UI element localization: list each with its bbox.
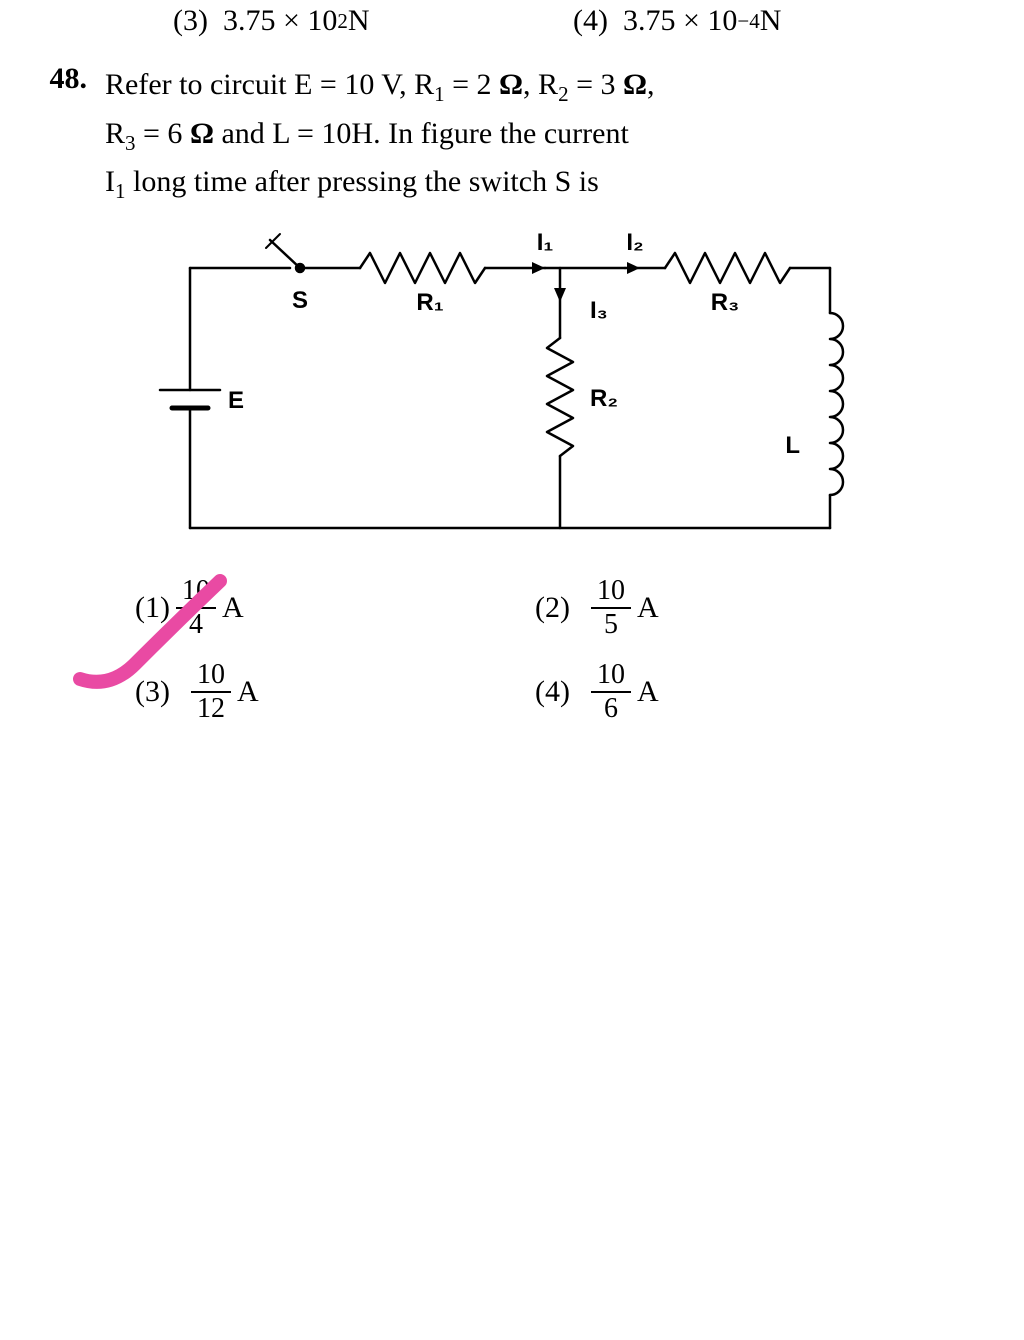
question-48: 48. Refer to circuit E = 10 V, R1 = 2 Ω,… xyxy=(0,62,1024,208)
q-text-frag: = 2 xyxy=(445,68,499,101)
label-I1: I₁ xyxy=(537,229,554,256)
q-text-frag: R xyxy=(105,117,125,150)
prev-option-3: (3) 3.75 × 102 N xyxy=(173,4,573,38)
question-text: Refer to circuit E = 10 V, R1 = 2 Ω, R2 … xyxy=(105,62,655,208)
prev-opt3-unit: N xyxy=(348,4,370,38)
opt4-label: (4) xyxy=(535,675,570,709)
prev-opt3-value: 3.75 × 10 xyxy=(223,4,337,38)
prev-opt4-exp: −4 xyxy=(737,9,759,34)
q-text-frag: , R xyxy=(523,68,558,101)
prev-options-row: (3) 3.75 × 102 N (4) 3.75 × 10−4 N xyxy=(0,4,1024,38)
q-sub: 2 xyxy=(558,82,569,106)
q-text-frag: Refer to circuit E = 10 V, R xyxy=(105,68,434,101)
opt1-fraction: 10 4 xyxy=(176,577,216,639)
q-text-frag: long time after pressing the switch S is xyxy=(126,165,599,198)
opt1-num: 10 xyxy=(176,577,216,609)
opt2-unit: A xyxy=(637,591,659,625)
q-sub: 1 xyxy=(434,82,445,106)
q-text-frag: = 3 xyxy=(569,68,623,101)
label-I2: I₂ xyxy=(626,229,643,256)
opt2-label: (2) xyxy=(535,591,570,625)
opt3-num: 10 xyxy=(191,661,231,693)
opt4-unit: A xyxy=(637,675,659,709)
opt1-label: (1) xyxy=(135,591,170,625)
ohm-symbol: Ω xyxy=(623,68,647,101)
opt1-den: 4 xyxy=(183,609,209,639)
label-S: S xyxy=(292,287,308,314)
opt4-den: 6 xyxy=(598,693,624,723)
q-text-frag: = 6 xyxy=(136,117,190,150)
opt3-den: 12 xyxy=(191,693,231,723)
ohm-symbol: Ω xyxy=(190,117,214,150)
option-4: (4) 10 6 A xyxy=(535,661,895,723)
option-2: (2) 10 5 A xyxy=(535,577,895,639)
opt4-fraction: 10 6 xyxy=(591,661,631,723)
prev-opt4-value: 3.75 × 10 xyxy=(623,4,737,38)
options-row-2: (3) 10 12 A (4) 10 6 A xyxy=(0,661,1024,723)
q-text-frag: , xyxy=(647,68,655,101)
circuit-diagram: S R₁ I₁ I₂ R₃ I₃ R₂ E L xyxy=(0,218,1024,563)
opt2-den: 5 xyxy=(598,609,624,639)
label-R2: R₂ xyxy=(590,385,618,412)
q-text-frag: and L = 10H. In figure the current xyxy=(214,117,629,150)
opt3-label: (3) xyxy=(135,675,170,709)
label-E: E xyxy=(228,387,244,414)
prev-opt4-unit: N xyxy=(760,4,782,38)
label-I3: I₃ xyxy=(590,297,608,324)
label-R1: R₁ xyxy=(416,289,443,316)
q-sub: 3 xyxy=(125,131,136,155)
option-3: (3) 10 12 A xyxy=(135,661,535,723)
opt1-unit: A xyxy=(222,591,244,625)
ohm-symbol: Ω xyxy=(499,68,523,101)
prev-opt3-exp: 2 xyxy=(337,9,348,34)
q-text-frag: I xyxy=(105,165,115,198)
q-sub: 1 xyxy=(115,179,126,203)
label-L: L xyxy=(785,432,800,459)
label-R3: R₃ xyxy=(711,289,739,316)
circuit-svg: S R₁ I₁ I₂ R₃ I₃ R₂ E L xyxy=(150,218,870,558)
prev-opt3-label: (3) xyxy=(173,4,208,38)
opt2-num: 10 xyxy=(591,577,631,609)
opt2-fraction: 10 5 xyxy=(591,577,631,639)
prev-option-4: (4) 3.75 × 10−4 N xyxy=(573,4,933,38)
opt3-fraction: 10 12 xyxy=(191,661,231,723)
opt4-num: 10 xyxy=(591,661,631,693)
option-1: (1) 10 4 A xyxy=(135,577,535,639)
options-row-1: (1) 10 4 A (2) 10 5 A xyxy=(0,577,1024,639)
opt3-unit: A xyxy=(237,675,259,709)
question-number: 48. xyxy=(25,62,105,208)
prev-opt4-label: (4) xyxy=(573,4,608,38)
